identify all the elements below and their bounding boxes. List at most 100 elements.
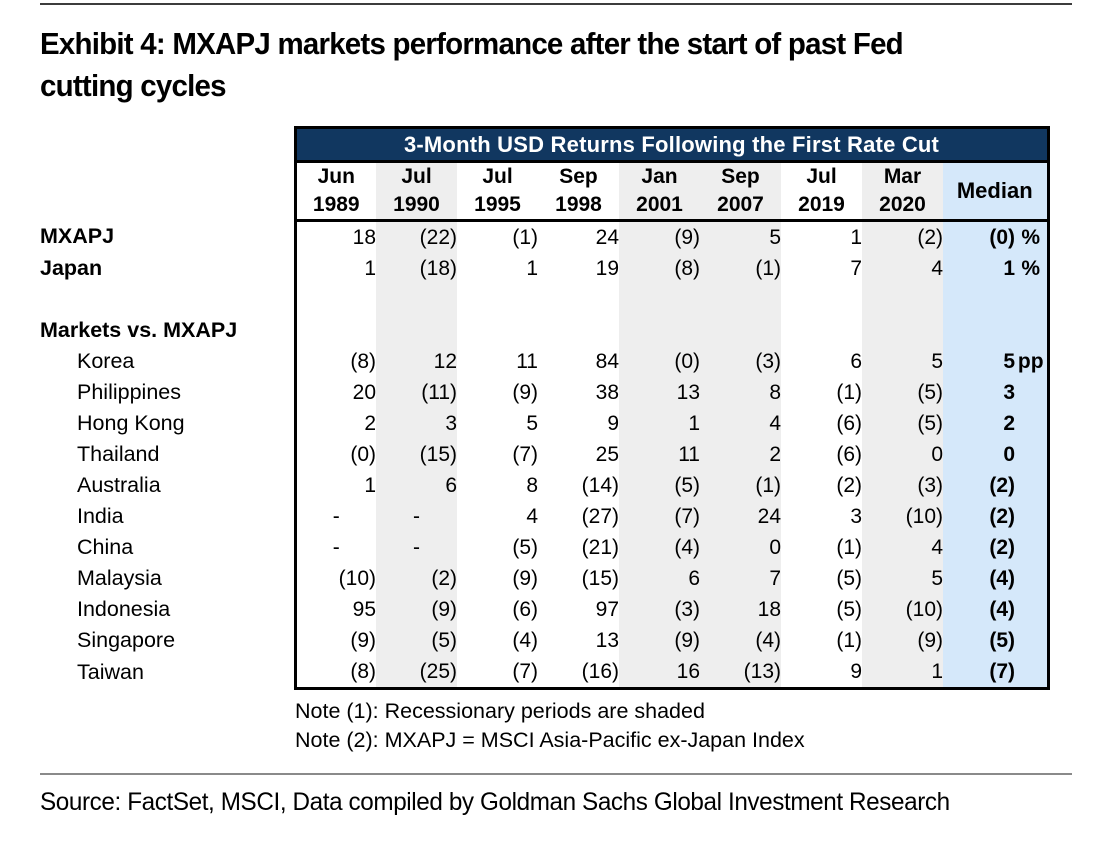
value-cell: (5) <box>862 377 943 408</box>
value-cell: (15) <box>538 563 619 594</box>
banner-row: 3-Month USD Returns Following the First … <box>40 126 1050 163</box>
value-cell: (1) <box>781 625 862 656</box>
table-notes: Note (1): Recessionary periods are shade… <box>295 697 1072 755</box>
value-cell: (6) <box>781 439 862 470</box>
value-cell <box>700 315 781 346</box>
value-cell: 5 <box>457 408 538 439</box>
table-row: Singapore (9) (5) (4) 13 (9) (4) (1) (9) (5) <box>40 625 1050 656</box>
value-cell <box>457 284 538 315</box>
value-cell: (1) <box>700 253 781 284</box>
unit-cell: % <box>1015 220 1050 253</box>
value-cell: 25 <box>538 439 619 470</box>
value-cell: 20 <box>293 377 376 408</box>
table-row: India - -4 (27) (7) 24 3 (10) (2) <box>40 501 1050 532</box>
median-cell: 5 <box>943 346 1015 377</box>
unit-cell: % <box>1015 253 1050 284</box>
median-cell: 3 <box>943 377 1015 408</box>
value-cell: (10) <box>293 563 376 594</box>
value-cell <box>293 284 376 315</box>
value-cell: 1 <box>293 470 376 501</box>
table-row: Japan 1 (18) 1 19 (8) (1) 7 4 1% <box>40 253 1050 284</box>
unit-cell <box>1015 501 1050 532</box>
row-label: Korea <box>40 346 295 377</box>
value-cell: (9) <box>376 594 457 625</box>
value-cell <box>700 284 781 315</box>
value-cell: (25) <box>376 656 457 690</box>
value-cell: 38 <box>538 377 619 408</box>
row-label: India <box>40 501 295 532</box>
row-label: Markets vs. MXAPJ <box>40 315 295 346</box>
value-cell: (9) <box>862 625 943 656</box>
value-cell: 6 <box>781 346 862 377</box>
value-cell <box>376 315 457 346</box>
value-cell: 0 <box>862 439 943 470</box>
median-cell: 1 <box>943 253 1015 284</box>
value-cell: (2) <box>781 470 862 501</box>
exhibit-page: Exhibit 4: MXAPJ markets performance aft… <box>0 3 1112 817</box>
median-cell: (4) <box>943 594 1015 625</box>
unit-cell <box>1015 532 1050 563</box>
row-label: Australia <box>40 470 295 501</box>
unit-cell <box>1015 439 1050 470</box>
value-cell: 18 <box>700 594 781 625</box>
note-1: Note (1): Recessionary periods are shade… <box>295 699 705 723</box>
value-cell: 7 <box>700 563 781 594</box>
top-divider <box>40 3 1072 5</box>
table-row: Indonesia 95 (9) (6) 97 (3) 18 (5) (10) (4) <box>40 594 1050 625</box>
row-label <box>40 284 295 315</box>
unit-cell <box>1015 408 1050 439</box>
value-cell <box>538 315 619 346</box>
value-cell: (3) <box>700 346 781 377</box>
value-cell: 3 <box>781 501 862 532</box>
median-cell: (4) <box>943 563 1015 594</box>
value-cell: (7) <box>619 501 700 532</box>
unit-cell <box>1015 470 1050 501</box>
unit-cell <box>1015 625 1050 656</box>
value-cell: (7) <box>457 439 538 470</box>
value-cell: 6 <box>376 470 457 501</box>
value-cell: (27) <box>538 501 619 532</box>
value-cell: (15) <box>376 439 457 470</box>
value-cell: (8) <box>619 253 700 284</box>
row-label: Taiwan <box>40 656 295 689</box>
value-cell: 24 <box>700 501 781 532</box>
value-cell: (8) <box>293 346 376 377</box>
median-cell <box>943 284 1015 315</box>
value-cell <box>293 315 376 346</box>
value-cell: 16 <box>619 656 700 690</box>
value-cell: (2) <box>862 220 943 253</box>
value-cell: (1) <box>781 377 862 408</box>
value-cell <box>619 315 700 346</box>
value-cell: 84 <box>538 346 619 377</box>
median-cell: 2 <box>943 408 1015 439</box>
value-cell: (10) <box>862 594 943 625</box>
value-cell: - <box>293 501 376 532</box>
column-header: Jul 1990 <box>376 161 457 222</box>
value-cell: (4) <box>700 625 781 656</box>
value-cell: 11 <box>457 346 538 377</box>
row-label: Hong Kong <box>40 408 295 439</box>
value-cell <box>457 315 538 346</box>
row-label: Japan <box>40 253 295 284</box>
value-cell <box>862 284 943 315</box>
value-cell: (0) <box>619 346 700 377</box>
value-cell: 2 <box>700 439 781 470</box>
value-cell: 1 <box>293 253 376 284</box>
value-cell: (1) <box>781 532 862 563</box>
value-cell: (5) <box>376 625 457 656</box>
value-cell: (9) <box>293 625 376 656</box>
value-cell: (3) <box>619 594 700 625</box>
column-header-row: Jun 1989 Jul 1990 Jul 1995 Sep 1998 Jan 2001 Sep 20… <box>40 161 1050 222</box>
value-cell: 5 <box>862 346 943 377</box>
value-cell: (7) <box>457 656 538 690</box>
column-header: Jul 2019 <box>781 161 862 222</box>
label-column-spacer <box>40 127 295 162</box>
value-cell: 95 <box>293 594 376 625</box>
median-cell: (2) <box>943 532 1015 563</box>
unit-cell <box>1015 315 1050 346</box>
value-cell: (13) <box>700 656 781 690</box>
value-cell <box>619 284 700 315</box>
exhibit-title: Exhibit 4: MXAPJ markets performance aft… <box>40 23 1020 107</box>
row-label: Indonesia <box>40 594 295 625</box>
value-cell <box>781 315 862 346</box>
